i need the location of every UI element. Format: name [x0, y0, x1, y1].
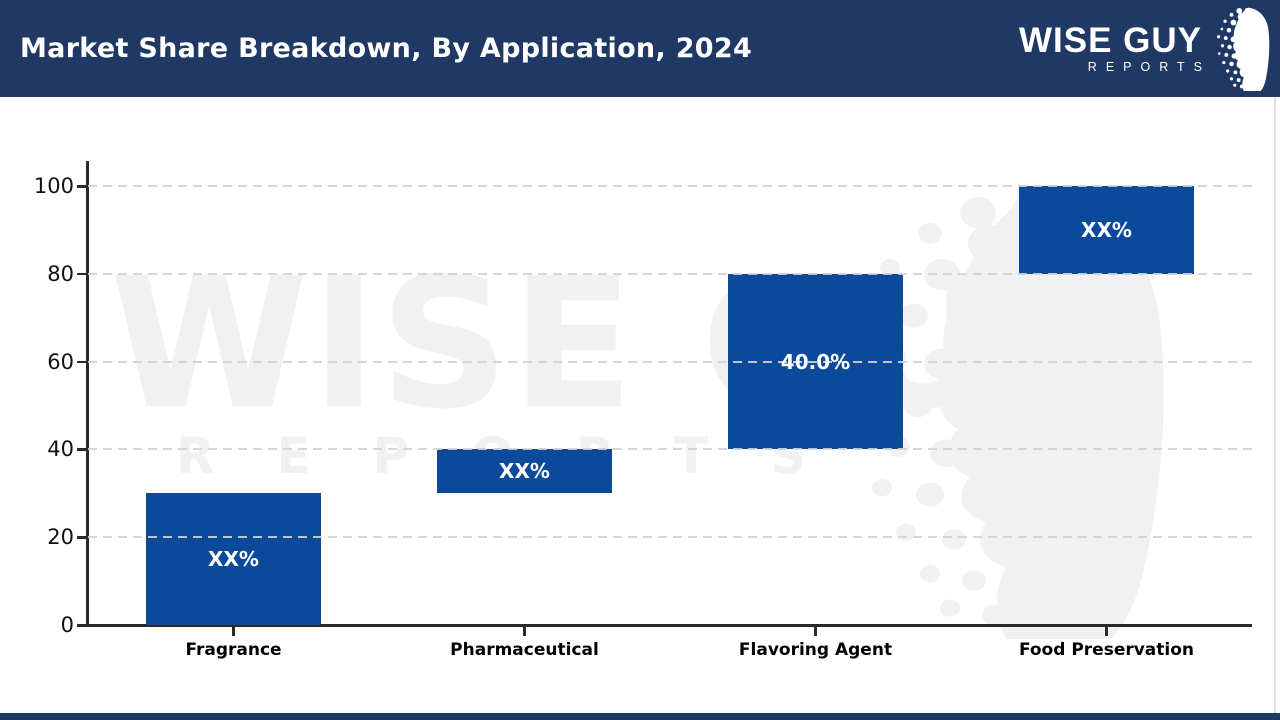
y-tick	[77, 272, 88, 276]
gridline	[88, 185, 1252, 187]
category-label-flavoring-agent: Flavoring Agent	[738, 640, 893, 660]
y-axis-line	[86, 161, 89, 627]
y-tick-label: 20	[47, 525, 74, 550]
y-tick-label: 40	[47, 437, 74, 462]
header: Market Share Breakdown, By Application, …	[0, 0, 1280, 97]
y-tick-label: 100	[33, 174, 74, 198]
x-tick	[232, 627, 235, 636]
gridline	[88, 448, 1252, 451]
category-label-pharmaceutical: Pharmaceutical	[450, 640, 599, 660]
logo-wordmark: WISE GUY	[1018, 21, 1202, 61]
right-border	[1274, 97, 1276, 713]
y-tick	[77, 185, 88, 188]
bar-value-label: XX%	[499, 459, 550, 484]
gridline	[88, 360, 1252, 363]
y-tick-label: 80	[47, 261, 74, 286]
chart-canvas: WISE GUY REPORTS 020406080100XX%Fragranc…	[0, 97, 1280, 713]
category-label-food-preservation: Food Preservation	[1018, 640, 1195, 660]
y-tick	[77, 448, 88, 451]
x-tick	[814, 627, 817, 636]
brand-face-icon	[1204, 7, 1272, 91]
footer-bar	[0, 713, 1280, 720]
y-tick	[77, 536, 88, 539]
y-tick-label: 60	[47, 349, 74, 374]
brand-logo: WISE GUY REPORTS	[1019, 7, 1272, 91]
bar-value-label: 40.0%	[780, 349, 851, 374]
bar-pharmaceutical	[437, 449, 612, 494]
category-label-fragrance: Fragrance	[185, 640, 282, 660]
x-tick	[523, 627, 526, 636]
y-tick	[77, 360, 88, 364]
y-tick	[77, 624, 88, 627]
x-axis-line	[86, 624, 1252, 627]
gridline	[88, 272, 1252, 275]
brand-logo-text: WISE GUY REPORTS	[1019, 23, 1202, 74]
x-tick	[1105, 627, 1108, 636]
bar-fragrance	[146, 493, 321, 625]
gridline	[88, 536, 1252, 539]
y-tick-label: 0	[60, 613, 74, 637]
bar-value-label: XX%	[1081, 217, 1132, 242]
logo-subtitle: REPORTS	[1087, 60, 1211, 75]
plot-area: 0 20 40 60 80 100 XX% Fragrance XX% Pharmaceutica…	[0, 97, 1280, 713]
page-title: Market Share Breakdown, By Application, …	[20, 33, 753, 64]
bar-value-label: XX%	[208, 547, 259, 572]
